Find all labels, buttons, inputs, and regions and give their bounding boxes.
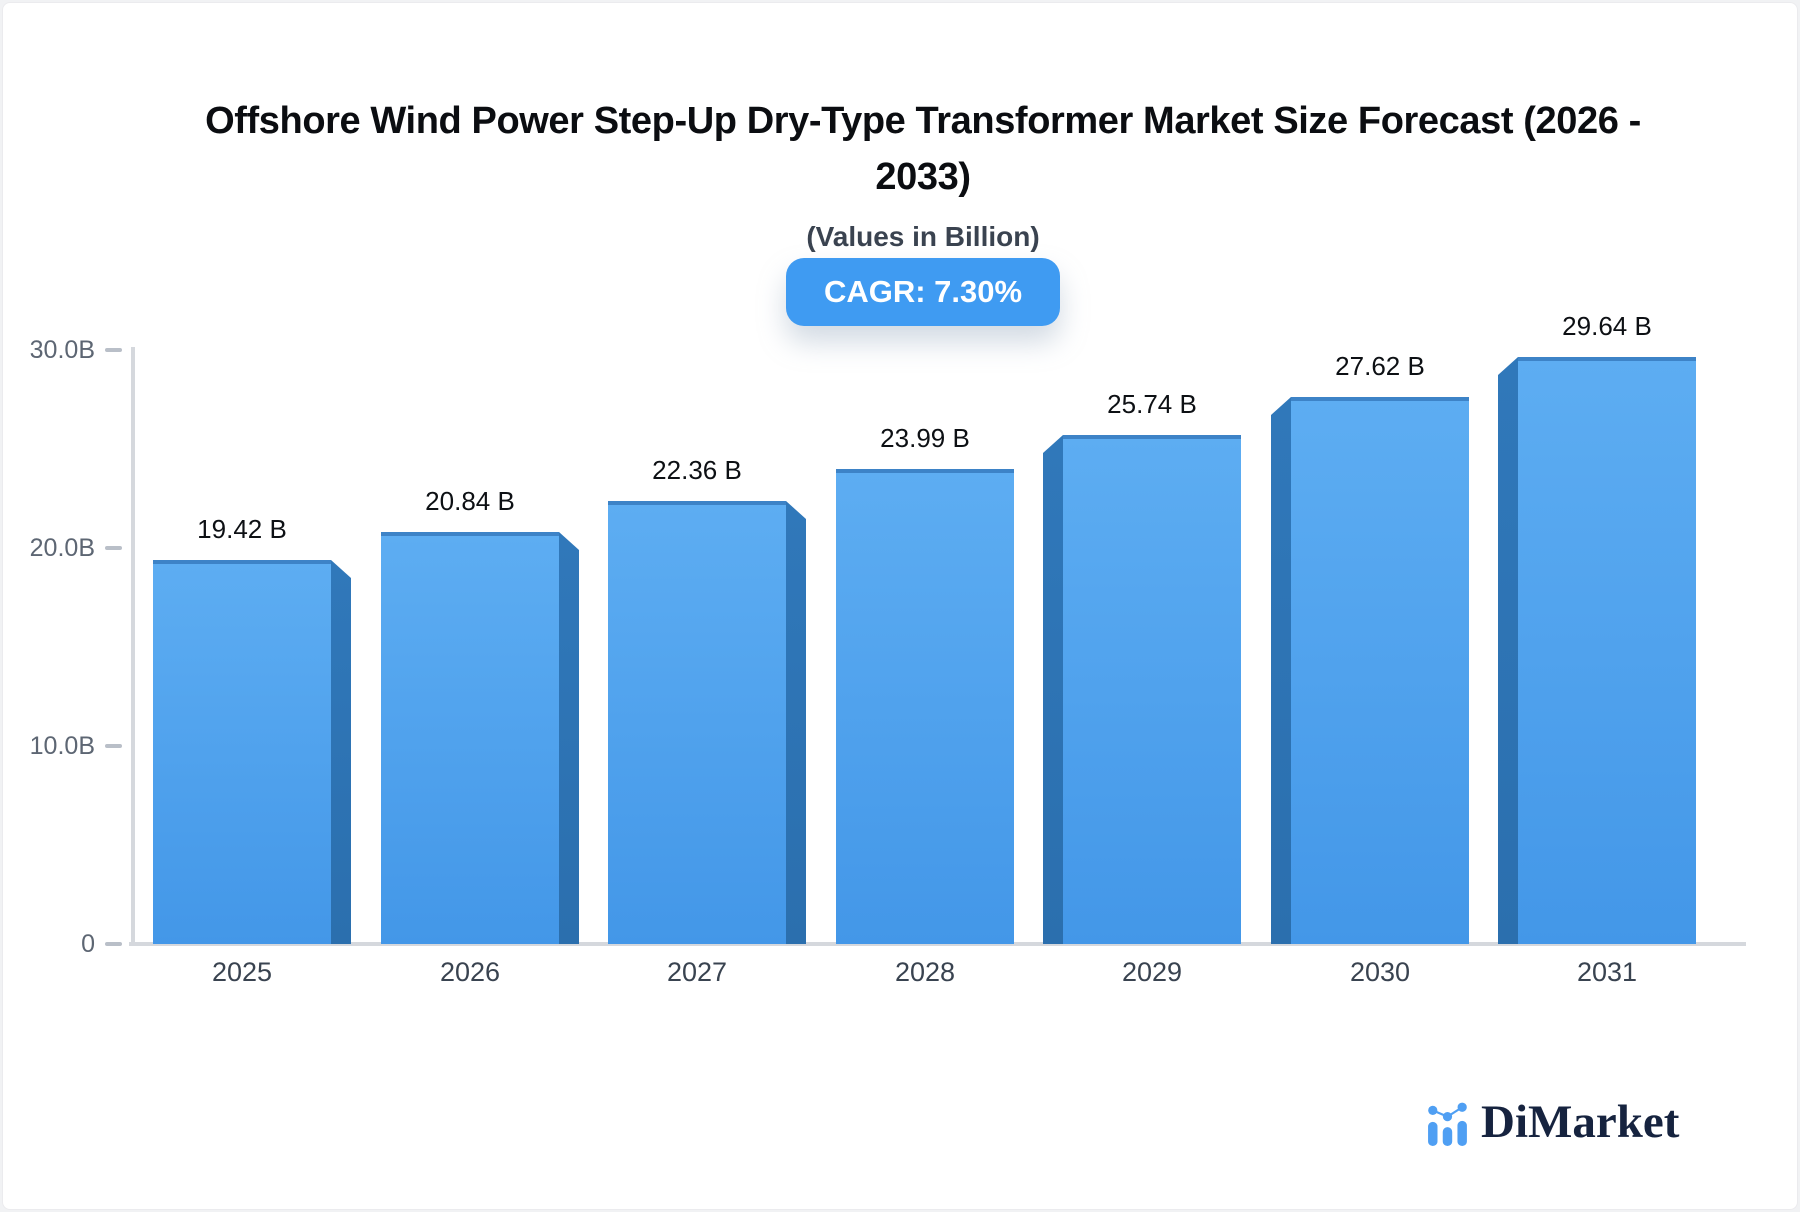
y-axis-tick-label: 20.0B <box>29 534 95 562</box>
bar-value-label: 27.62 B <box>1335 351 1425 381</box>
bar[interactable] <box>836 469 1014 944</box>
mini-bar-chart-icon <box>1428 1102 1467 1147</box>
bar-side-face <box>559 532 579 944</box>
y-axis-tick-label: 0 <box>81 930 95 958</box>
y-axis-tick <box>105 744 122 748</box>
x-axis-category-label: 2031 <box>1576 957 1638 987</box>
y-axis-tick-label: 10.0B <box>29 732 95 760</box>
bar[interactable] <box>1291 397 1469 944</box>
x-axis-category-label: 2029 <box>1121 957 1183 987</box>
x-axis-category-label: 2030 <box>1349 957 1411 987</box>
x-axis-line <box>129 942 1746 946</box>
bar-value-label: 19.42 B <box>197 514 287 544</box>
bar-value-label: 29.64 B <box>1562 311 1652 341</box>
bar-value-label: 22.36 B <box>652 455 742 485</box>
chart-subtitle: (Values in Billion) <box>806 221 1040 252</box>
bar-side-face <box>1043 435 1063 944</box>
bar-side-face <box>786 501 806 944</box>
bar-side-face <box>1498 357 1518 944</box>
bar[interactable] <box>1063 435 1241 944</box>
bar[interactable] <box>153 560 331 944</box>
bar-side-face <box>331 560 351 944</box>
y-axis-tick-label: 30.0B <box>29 336 95 364</box>
chart-title-line-1: Offshore Wind Power Step-Up Dry-Type Tra… <box>205 100 1641 142</box>
bar-value-label: 20.84 B <box>425 486 515 516</box>
y-axis-line <box>131 347 135 946</box>
y-axis-tick <box>105 942 122 946</box>
bar[interactable] <box>381 532 559 944</box>
y-axis-tick <box>105 348 122 352</box>
dimarket-logo: DiMarket <box>1427 1097 1679 1147</box>
bar-chart-plot-area: 0 10.0B 20.0B 30.0B 19.42 B 2025 20.84 B 2026 22… <box>3 3 1797 1209</box>
x-axis-category-label: 2025 <box>211 957 273 987</box>
bar[interactable] <box>608 501 786 944</box>
x-axis-category-label: 2028 <box>894 957 956 987</box>
x-axis-category-label: 2026 <box>439 957 501 987</box>
bar[interactable] <box>1518 357 1696 944</box>
bar-side-face <box>1271 397 1291 944</box>
bar-value-label: 25.74 B <box>1107 389 1197 419</box>
bar-value-label: 23.99 B <box>880 423 970 453</box>
x-axis-category-label: 2027 <box>666 957 728 987</box>
logo-text: DiMarket <box>1481 1096 1680 1148</box>
cagr-badge: CAGR: 7.30% <box>785 258 1061 326</box>
chart-header: Offshore Wind Power Step-Up Dry-Type Tra… <box>83 93 1763 326</box>
chart-title-line-2: 2033) <box>875 156 971 198</box>
y-axis-tick <box>105 546 122 550</box>
